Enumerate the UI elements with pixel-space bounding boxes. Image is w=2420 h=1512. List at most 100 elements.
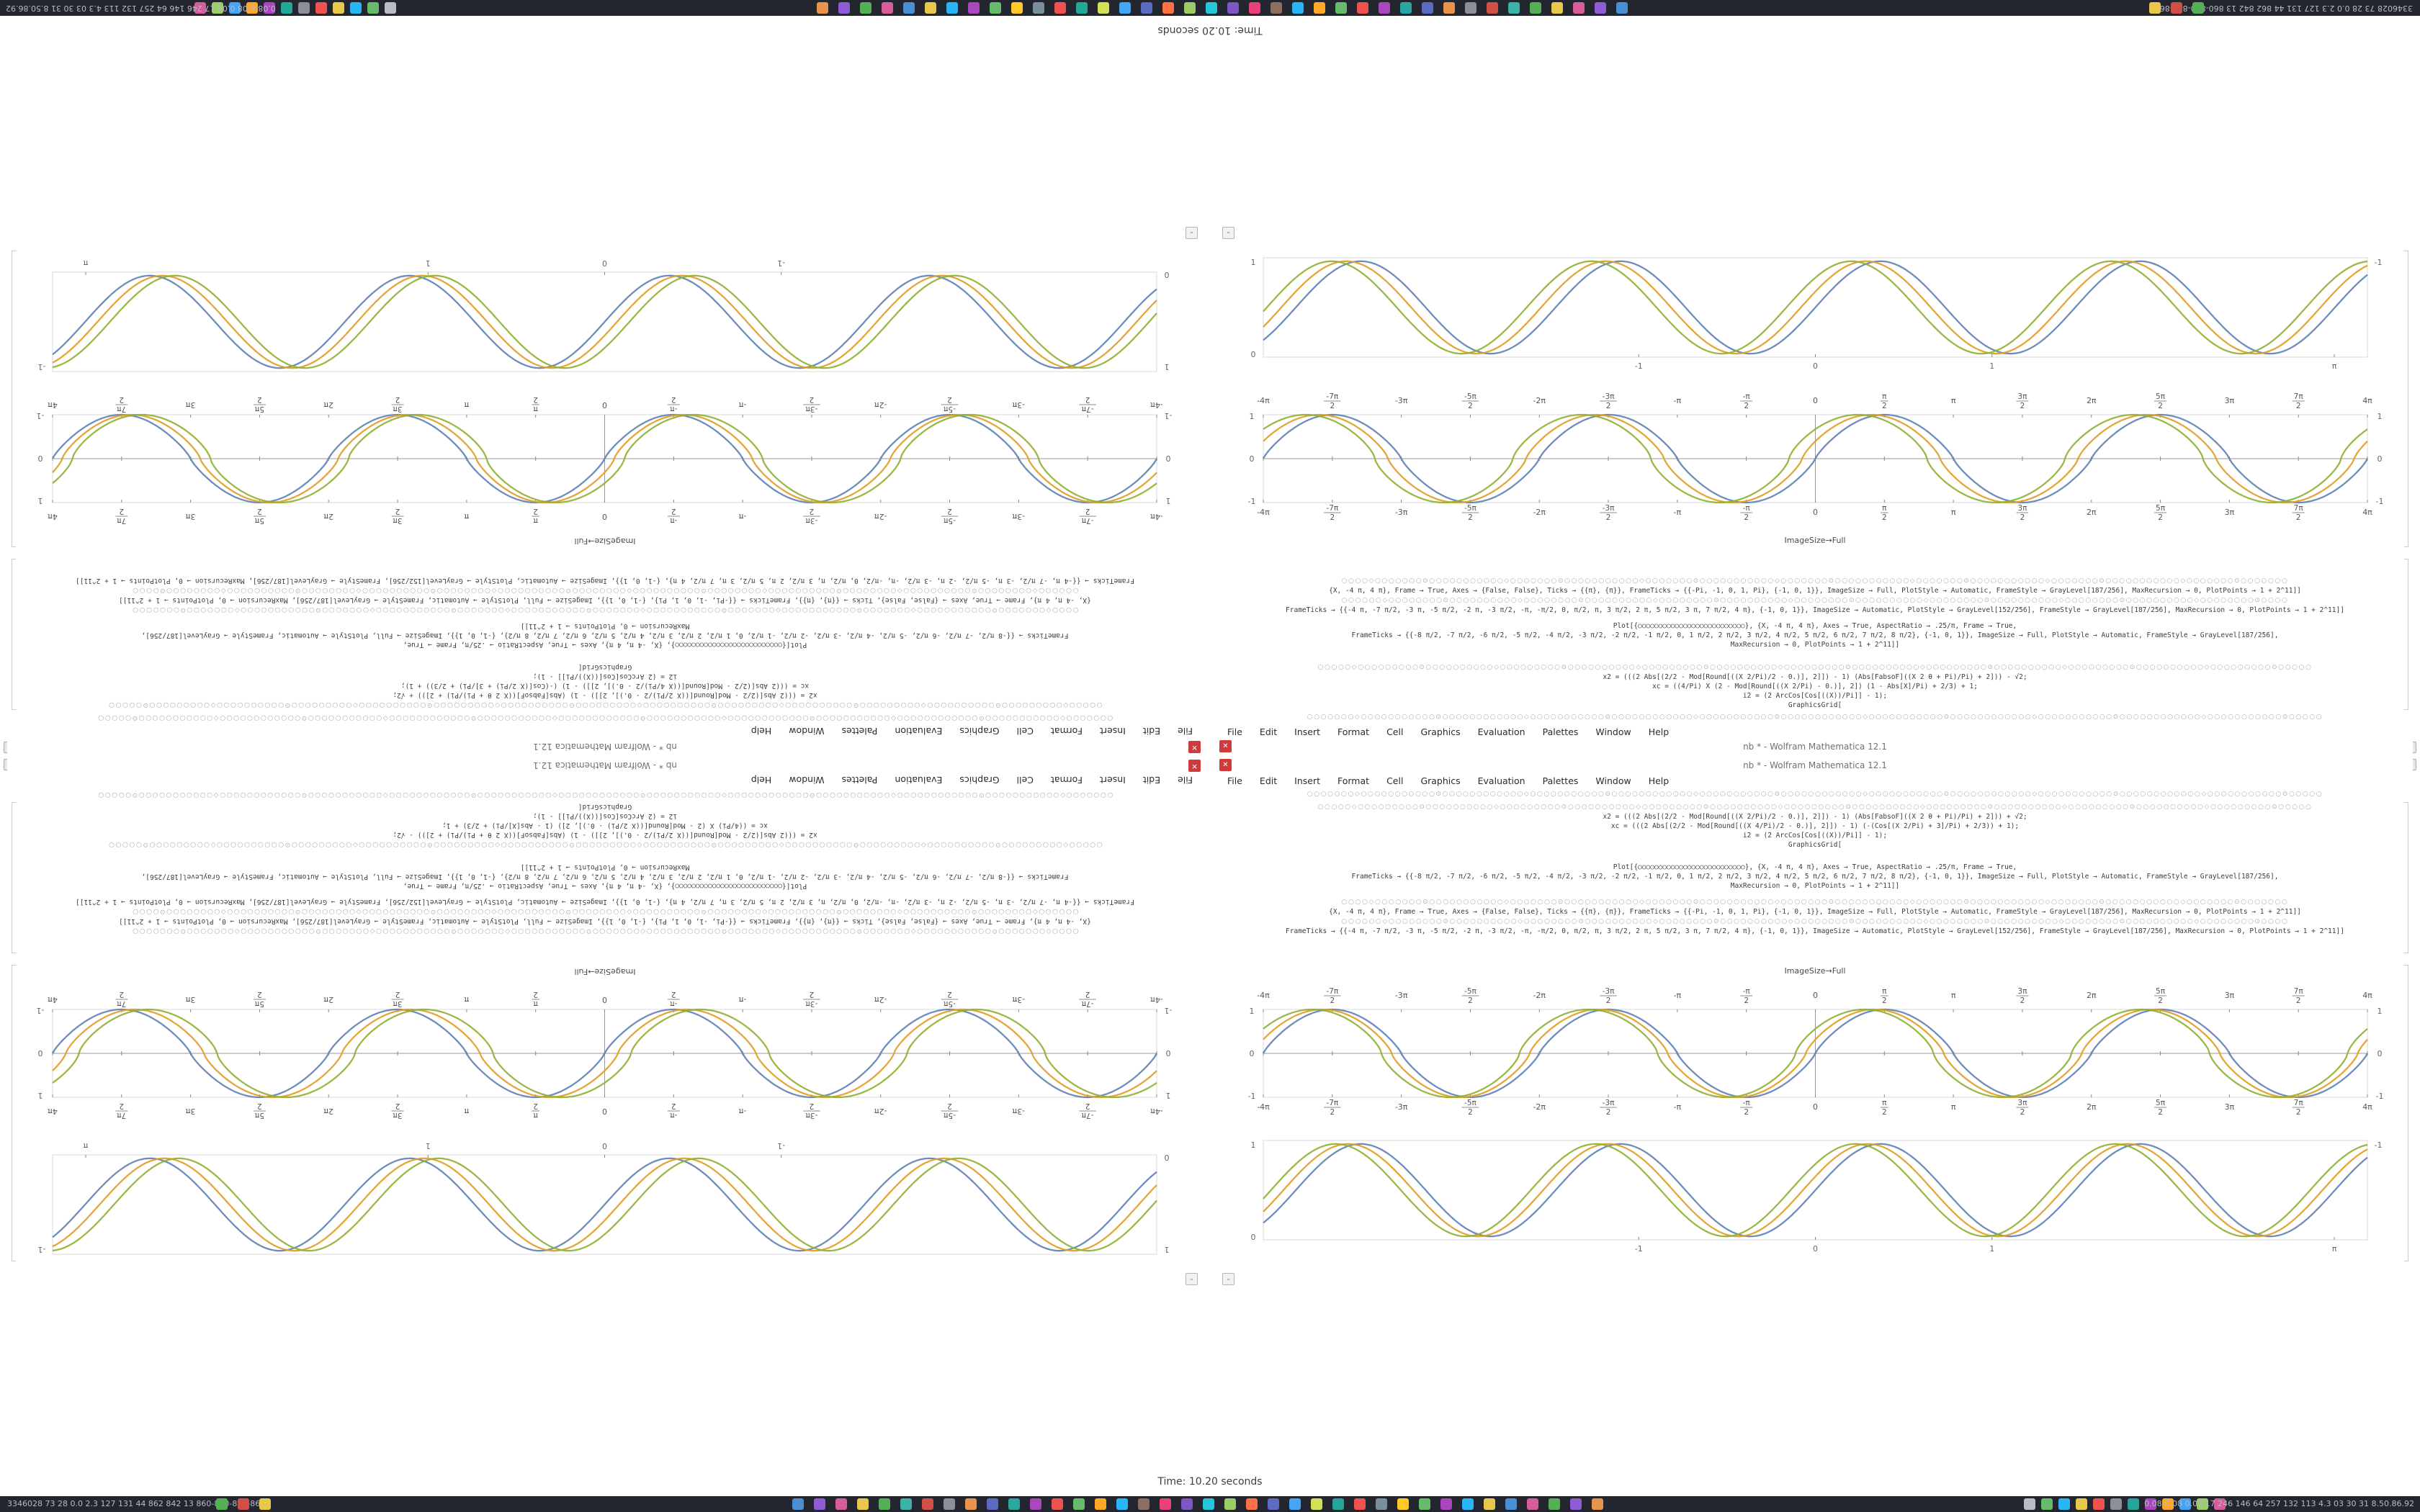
code-line[interactable]: xc = (((2 Abs[(2/2 - Mod[Round[((X 4/Pi)… <box>400 682 810 690</box>
placeholder-row[interactable]: ○○○○◇○○○○○○○⊙○○○○○○○○○○○◇○○○○○○○⊙○○○○○○○… <box>1341 899 2289 906</box>
menu-item-format[interactable]: Format <box>1337 775 1370 786</box>
taskbar-app-icon[interactable] <box>925 2 936 14</box>
toolbar-placeholder-row[interactable]: ○○○○○○○◇○○○○○○○○○○○⊙○○○○○○○○○○○○◇○○○○○○○… <box>1307 791 2323 798</box>
menu-item-insert[interactable]: Insert <box>1294 775 1320 786</box>
code-line[interactable]: i2 = (2 ArcCos[Cos[((X))/Pi]] - 1); <box>1742 832 1888 840</box>
taskbar-app-icon[interactable] <box>1570 1498 1582 1510</box>
menu-item-graphics[interactable]: Graphics <box>959 775 1000 786</box>
placeholder-row[interactable]: ○○○○○○◇○○○○○○○○⊙○○○○○○○○○○◇○○○○○○○○⊙○○○○… <box>1341 918 2289 925</box>
taskbar-app-icon[interactable] <box>817 2 828 14</box>
menu-item-format[interactable]: Format <box>1337 726 1370 737</box>
menu-item-palettes[interactable]: Palettes <box>1542 726 1579 737</box>
code-line[interactable]: GraphicsGrid[ <box>1788 701 1842 709</box>
taskbar-app-icon[interactable] <box>1314 2 1325 14</box>
taskbar-app-icon[interactable] <box>1465 2 1476 14</box>
menu-item-insert[interactable]: Insert <box>1294 726 1320 737</box>
code-line[interactable]: {X, -4 π, 4 π}, Frame → True, Axes → {Fa… <box>1329 587 2301 595</box>
code-line[interactable]: FrameTicks → {{-4 π, -7 π/2, -3 π, -5 π/… <box>76 898 1134 906</box>
taskbar-app-icon[interactable] <box>281 2 292 14</box>
menu-item-evaluation[interactable]: Evaluation <box>895 775 943 786</box>
menu-item-palettes[interactable]: Palettes <box>841 775 878 786</box>
close-button[interactable]: ✕ <box>1188 760 1201 772</box>
taskbar-app-icon[interactable] <box>2058 1498 2070 1510</box>
taskbar-app-icon[interactable] <box>2110 1498 2122 1510</box>
taskbar-app-icon[interactable] <box>2192 2 2204 14</box>
taskbar-app-icon[interactable] <box>238 1498 249 1510</box>
framed-sine-plot[interactable]: -1 0 1 π 1 0 -1 <box>7 1138 1203 1257</box>
placeholder-row[interactable]: ○○○○○◇○○○○○○○○○⊙○○○○○○○○○○◇○○○○○○○○○⊙○○○… <box>107 841 1103 848</box>
menu-item-palettes[interactable]: Palettes <box>1542 775 1579 786</box>
cell-bracket[interactable] <box>12 965 16 1261</box>
menu-item-file[interactable]: File <box>1227 726 1242 737</box>
taskbar-app-icon[interactable] <box>1206 2 1217 14</box>
code-line[interactable]: i2 = (2 ArcCos[Cos[((X))/Pi]] - 1); <box>532 812 678 820</box>
taskbar-app-icon[interactable] <box>900 1498 912 1510</box>
close-button[interactable]: ✕ <box>1219 759 1232 771</box>
taskbar-app-icon[interactable] <box>965 1498 977 1510</box>
cell-insert-button[interactable]: ⌄ <box>1222 227 1234 239</box>
taskbar-app-icon[interactable] <box>882 2 893 14</box>
cell-bracket[interactable] <box>2404 559 2408 710</box>
taskbar-app-icon[interactable] <box>1462 1498 1474 1510</box>
menu-item-file[interactable]: File <box>1178 726 1193 737</box>
taskbar-app-icon[interactable] <box>838 2 850 14</box>
taskbar-app-icon[interactable] <box>1595 2 1606 14</box>
taskbar-app-icon[interactable] <box>2149 2 2161 14</box>
code-line[interactable]: FrameTicks → {{-4 π, -7 π/2, -3 π, -5 π/… <box>1286 606 2344 614</box>
taskbar-app-icon[interactable] <box>968 2 980 14</box>
placeholder-row[interactable]: ○○○○◇○○○○○○○⊙○○○○○○○○○○○◇○○○○○○○⊙○○○○○○○… <box>1341 577 2289 585</box>
taskbar-app-icon[interactable] <box>1335 2 1347 14</box>
code-line[interactable]: FrameTicks → {{-4 π, -7 π/2, -3 π, -5 π/… <box>76 577 1134 585</box>
taskbar-app-icon[interactable] <box>1422 2 1433 14</box>
taskbar-app-icon[interactable] <box>903 2 915 14</box>
taskbar-app-icon[interactable] <box>814 1498 825 1510</box>
menu-item-graphics[interactable]: Graphics <box>1420 726 1461 737</box>
taskbar-app-icon[interactable] <box>1119 2 1131 14</box>
taskbar-app-icon[interactable] <box>1527 1498 1538 1510</box>
code-line[interactable]: xc = ((4/Pi) X (2 - Mod[Round[((X 2/Pi) … <box>1652 683 1978 690</box>
taskbar-app-icon[interactable] <box>1616 2 1628 14</box>
framed-sine-plot[interactable]: -1 0 1 π 1 0 -1 <box>1217 1138 2413 1257</box>
taskbar-app-icon[interactable] <box>1162 2 1174 14</box>
menu-item-palettes[interactable]: Palettes <box>841 726 878 737</box>
taskbar-app-icon[interactable] <box>216 1498 228 1510</box>
taskbar-app-icon[interactable] <box>857 1498 869 1510</box>
taskbar-app-icon[interactable] <box>1227 2 1239 14</box>
code-line[interactable]: FrameTicks → {{-8 π/2, -7 π/2, -6 π/2, -… <box>1351 631 2279 639</box>
code-line[interactable]: GraphicsGrid[ <box>578 803 632 811</box>
taskbar-app-icon[interactable] <box>1224 1498 1236 1510</box>
code-line[interactable]: {X, -4 π, 4 π}, Frame → True, Axes → {Fa… <box>119 917 1091 925</box>
code-line[interactable]: x2 = (((2 Abs[(2/2 - Mod[Round[((X 2/Pi)… <box>393 831 817 839</box>
placeholder-row[interactable]: ○○○○○◇○○○○○○○○○⊙○○○○○○○○○○◇○○○○○○○○○⊙○○○… <box>1317 804 2313 811</box>
taskbar-app-icon[interactable] <box>2128 1498 2139 1510</box>
taskbar-app-icon[interactable] <box>944 1498 955 1510</box>
taskbar-app-icon[interactable] <box>1592 1498 1603 1510</box>
taskbar-app-icon[interactable] <box>2024 1498 2035 1510</box>
taskbar-app-icon[interactable] <box>1332 1498 1344 1510</box>
code-line[interactable]: MaxRecursion → 0, PlotPoints → 1 + 2^11]… <box>520 622 690 630</box>
menu-item-window[interactable]: Window <box>789 726 825 737</box>
taskbar-app-icon[interactable] <box>835 1498 847 1510</box>
cell-insert-button[interactable]: ⌄ <box>1186 227 1198 239</box>
menu-item-insert[interactable]: Insert <box>1100 775 1126 786</box>
taskbar-app-icon[interactable] <box>1419 1498 1430 1510</box>
menu-item-window[interactable]: Window <box>1595 726 1631 737</box>
taskbar-app-icon[interactable] <box>1011 2 1023 14</box>
taskbar-app-icon[interactable] <box>1073 1498 1085 1510</box>
menu-item-file[interactable]: File <box>1178 775 1193 786</box>
menu-item-help[interactable]: Help <box>750 775 772 786</box>
placeholder-row[interactable]: ○○○○○◇○○○○○○○○○⊙○○○○○○○○○○◇○○○○○○○○○⊙○○○… <box>107 701 1103 708</box>
menu-item-insert[interactable]: Insert <box>1100 726 1126 737</box>
toolbar-placeholder-row[interactable]: ○○○○○○○◇○○○○○○○○○○○⊙○○○○○○○○○○○○◇○○○○○○○… <box>1307 714 2323 721</box>
taskbar-app-icon[interactable] <box>1530 2 1541 14</box>
taskbar-app-icon[interactable] <box>1292 2 1304 14</box>
menu-item-evaluation[interactable]: Evaluation <box>895 726 943 737</box>
taskbar-app-icon[interactable] <box>1397 1498 1409 1510</box>
code-line[interactable]: xc = ((4/Pi) X (2 - Mod[Round[((X 2/Pi) … <box>442 822 768 829</box>
taskbar-app-icon[interactable] <box>1357 2 1368 14</box>
taskbar-app-icon[interactable] <box>1076 2 1088 14</box>
taskbar-app-icon[interactable] <box>1270 2 1282 14</box>
menu-item-evaluation[interactable]: Evaluation <box>1477 775 1525 786</box>
taskbar-app-icon[interactable] <box>2041 1498 2053 1510</box>
code-line[interactable]: Plot[{○○○○○○○○○○○○○○○○○○○○○○○○○○}, {X, -… <box>1613 622 2017 630</box>
